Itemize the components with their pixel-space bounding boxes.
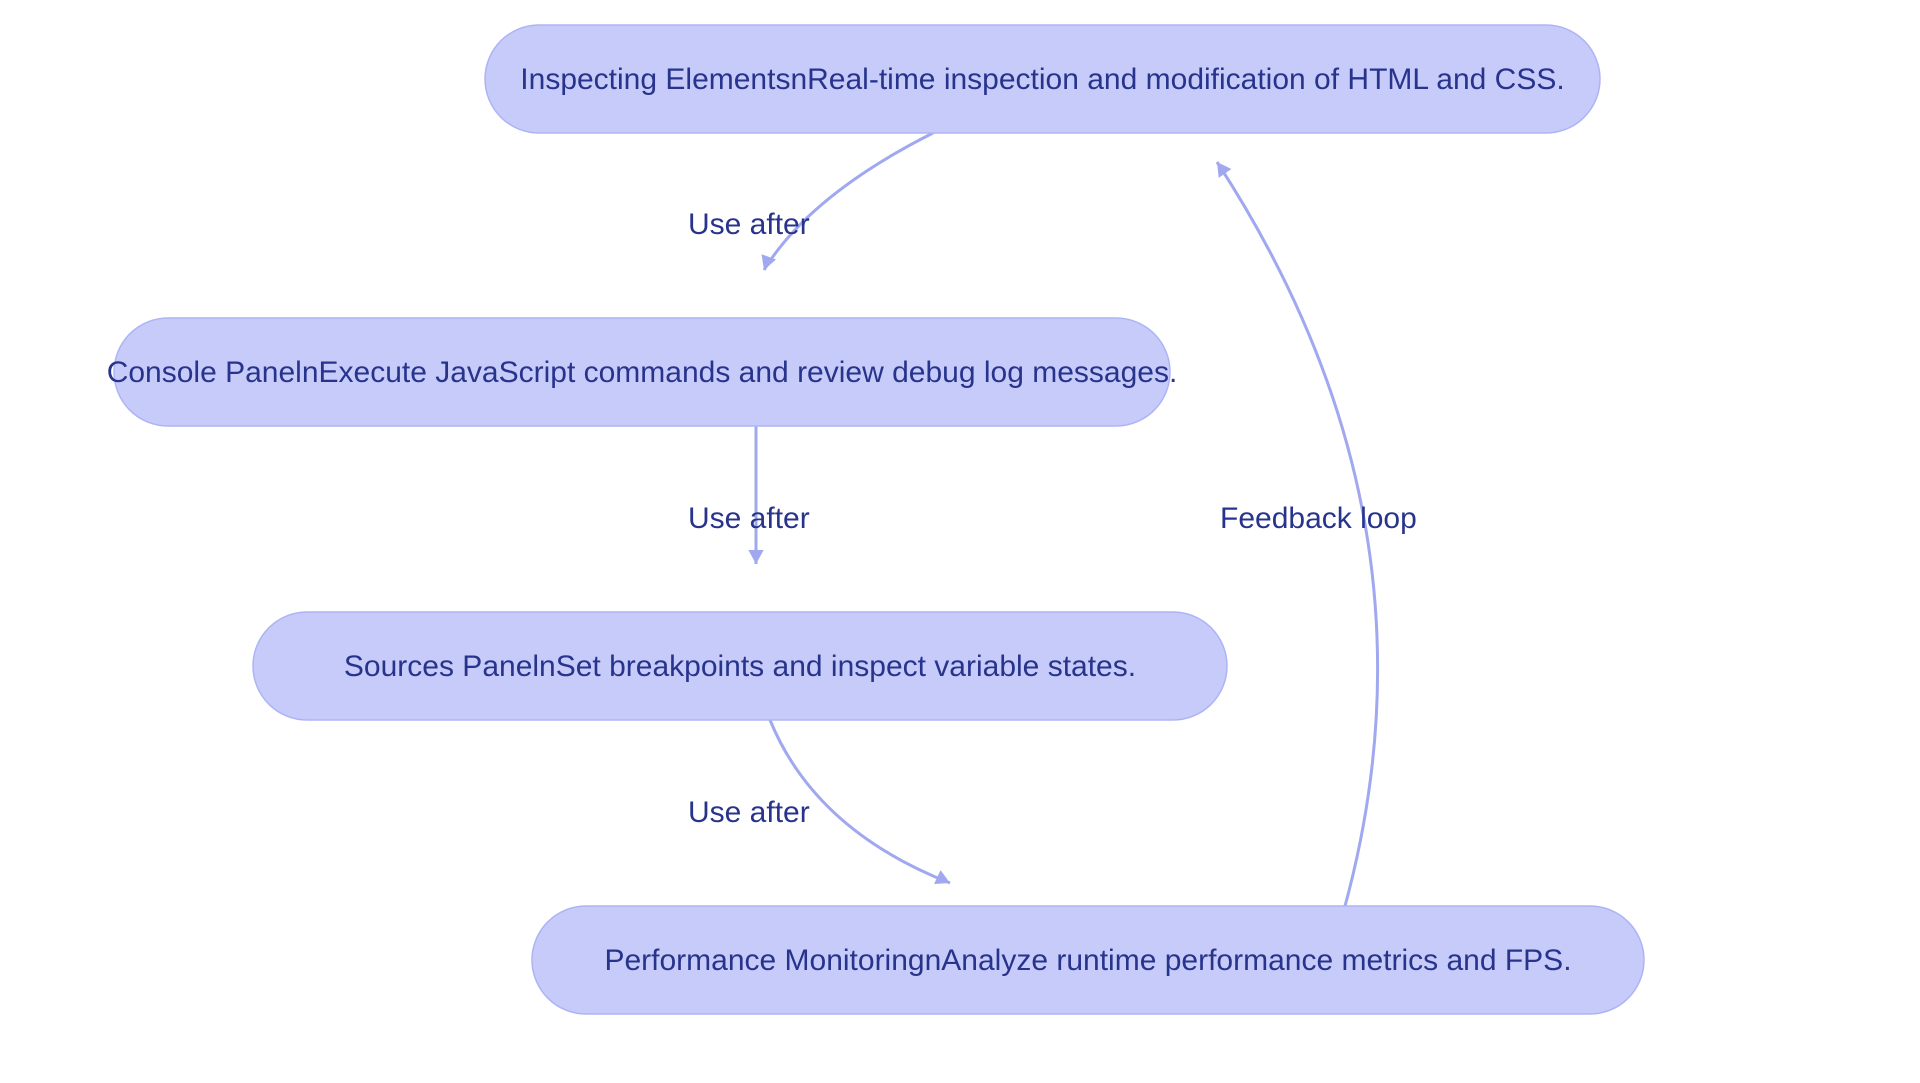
node-label-perf: Performance MonitoringnAnalyze runtime p… [604,944,1571,977]
edge-label-e1: Use after [688,208,810,241]
edge-label-e4: Feedback loop [1220,502,1417,535]
arrowhead [748,550,763,564]
node-label-console: Console PanelnExecute JavaScript command… [107,356,1178,389]
edge-label-e3: Use after [688,796,810,829]
node-label-sources: Sources PanelnSet breakpoints and inspec… [344,650,1136,683]
node-label-inspect: Inspecting ElementsnReal-time inspection… [520,63,1564,96]
edge-e1 [764,133,933,270]
flowchart-canvas: Use after Use after Use after Feedback loop… [0,0,1920,1083]
edge-label-e2: Use after [688,502,810,535]
